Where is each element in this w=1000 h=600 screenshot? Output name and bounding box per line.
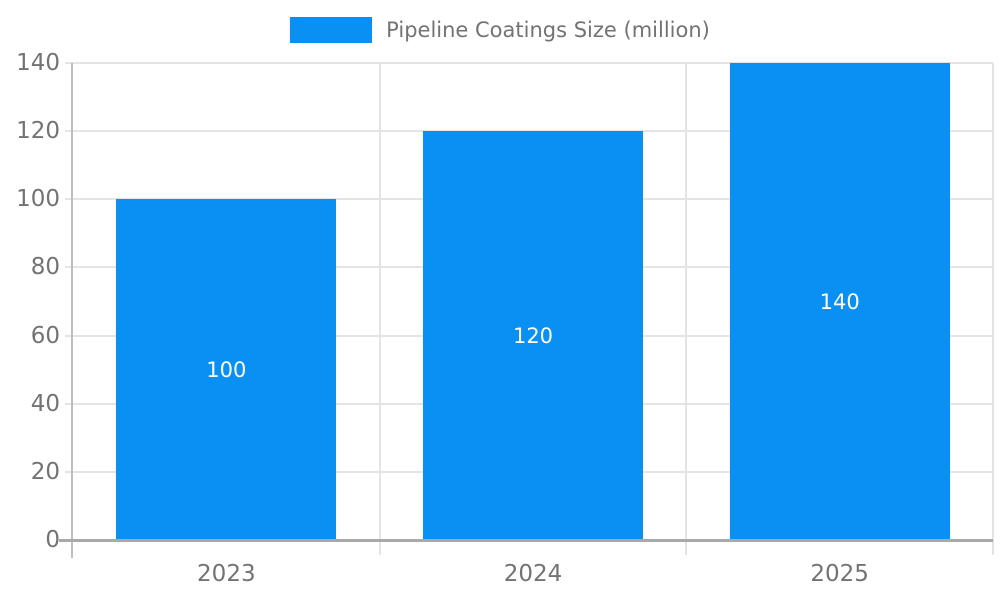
y-axis-line: [71, 63, 73, 558]
gridline-x-boundary-2: [685, 63, 688, 555]
bar-2025[interactable]: 140: [729, 63, 950, 540]
y-tick-label-120: 120: [16, 118, 60, 145]
bar-2024[interactable]: 120: [423, 131, 643, 540]
y-tick-label-100: 100: [16, 186, 60, 213]
x-axis-line: [59, 539, 993, 542]
gridline-y-120: [65, 130, 993, 133]
x-tick-label-2025: 2025: [810, 561, 869, 587]
legend-series-label: Pipeline Coatings Size (million): [386, 18, 710, 42]
bar-2023[interactable]: 100: [116, 199, 337, 540]
y-tick-label-20: 20: [30, 458, 60, 485]
y-tick-label-40: 40: [30, 390, 60, 417]
gridline-y-140: [65, 62, 993, 64]
legend-swatch-icon: [290, 17, 373, 43]
plot-area: 100 120 140: [59, 62, 994, 558]
gridline-x-boundary-3: [992, 63, 994, 555]
bar-value-label-2025: 140: [819, 289, 860, 314]
gridline-x-boundary-1: [378, 63, 381, 555]
y-tick-label-80: 80: [30, 254, 60, 281]
y-tick-label-0: 0: [45, 527, 60, 553]
y-tick-label-140: 140: [16, 50, 60, 76]
bar-value-label-2024: 120: [512, 323, 554, 348]
y-tick-label-60: 60: [30, 322, 60, 349]
bar-value-label-2023: 100: [206, 357, 247, 382]
x-tick-label-2024: 2024: [503, 561, 563, 587]
chart-legend[interactable]: Pipeline Coatings Size (million): [0, 17, 1000, 43]
x-tick-label-2023: 2023: [197, 561, 256, 587]
